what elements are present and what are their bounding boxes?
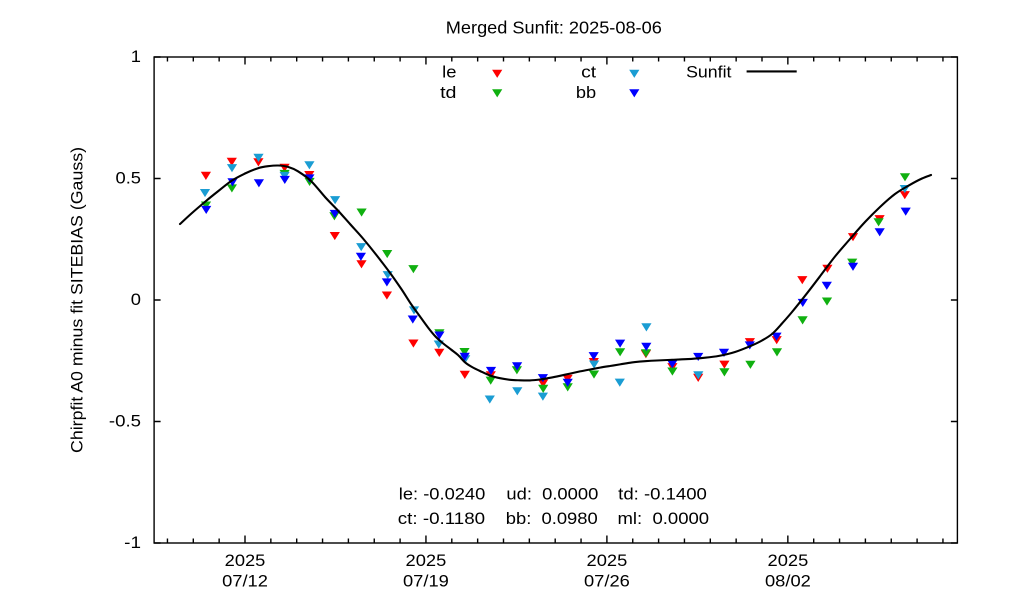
- svg-text:2025: 2025: [406, 552, 447, 570]
- svg-text:ct: ct: [581, 63, 596, 82]
- svg-text:1: 1: [131, 48, 141, 66]
- svg-text:ud: 0.0000: ud: 0.0000: [506, 485, 598, 503]
- svg-text:bb: bb: [576, 83, 596, 102]
- svg-text:2025: 2025: [225, 552, 266, 570]
- svg-text:07/26: 07/26: [584, 572, 630, 590]
- svg-text:Sunfit: Sunfit: [686, 63, 732, 82]
- svg-text:2025: 2025: [587, 552, 628, 570]
- svg-text:0: 0: [131, 291, 141, 309]
- svg-text:ml: 0.0000: ml: 0.0000: [618, 510, 710, 528]
- svg-text:bb: 0.0980: bb: 0.0980: [506, 510, 598, 528]
- svg-text:2025: 2025: [768, 552, 809, 570]
- svg-text:-0.5: -0.5: [109, 413, 141, 431]
- svg-text:08/02: 08/02: [765, 572, 811, 590]
- svg-text:Chirpfit A0 minus fit SITEBIAS: Chirpfit A0 minus fit SITEBIAS (Gauss): [68, 147, 87, 453]
- svg-text:le: -0.0240: le: -0.0240: [399, 485, 486, 503]
- svg-text:le: le: [442, 63, 456, 82]
- svg-text:td: td: [440, 83, 456, 102]
- svg-text:07/12: 07/12: [222, 572, 268, 590]
- svg-text:0.5: 0.5: [116, 170, 142, 188]
- svg-text:-1: -1: [124, 534, 141, 552]
- svg-text:ct: -0.1180: ct: -0.1180: [398, 510, 485, 528]
- svg-text:Merged Sunfit: 2025-08-06: Merged Sunfit: 2025-08-06: [446, 17, 662, 37]
- svg-text:07/19: 07/19: [403, 572, 449, 590]
- svg-text:td: -0.1400: td: -0.1400: [618, 485, 707, 503]
